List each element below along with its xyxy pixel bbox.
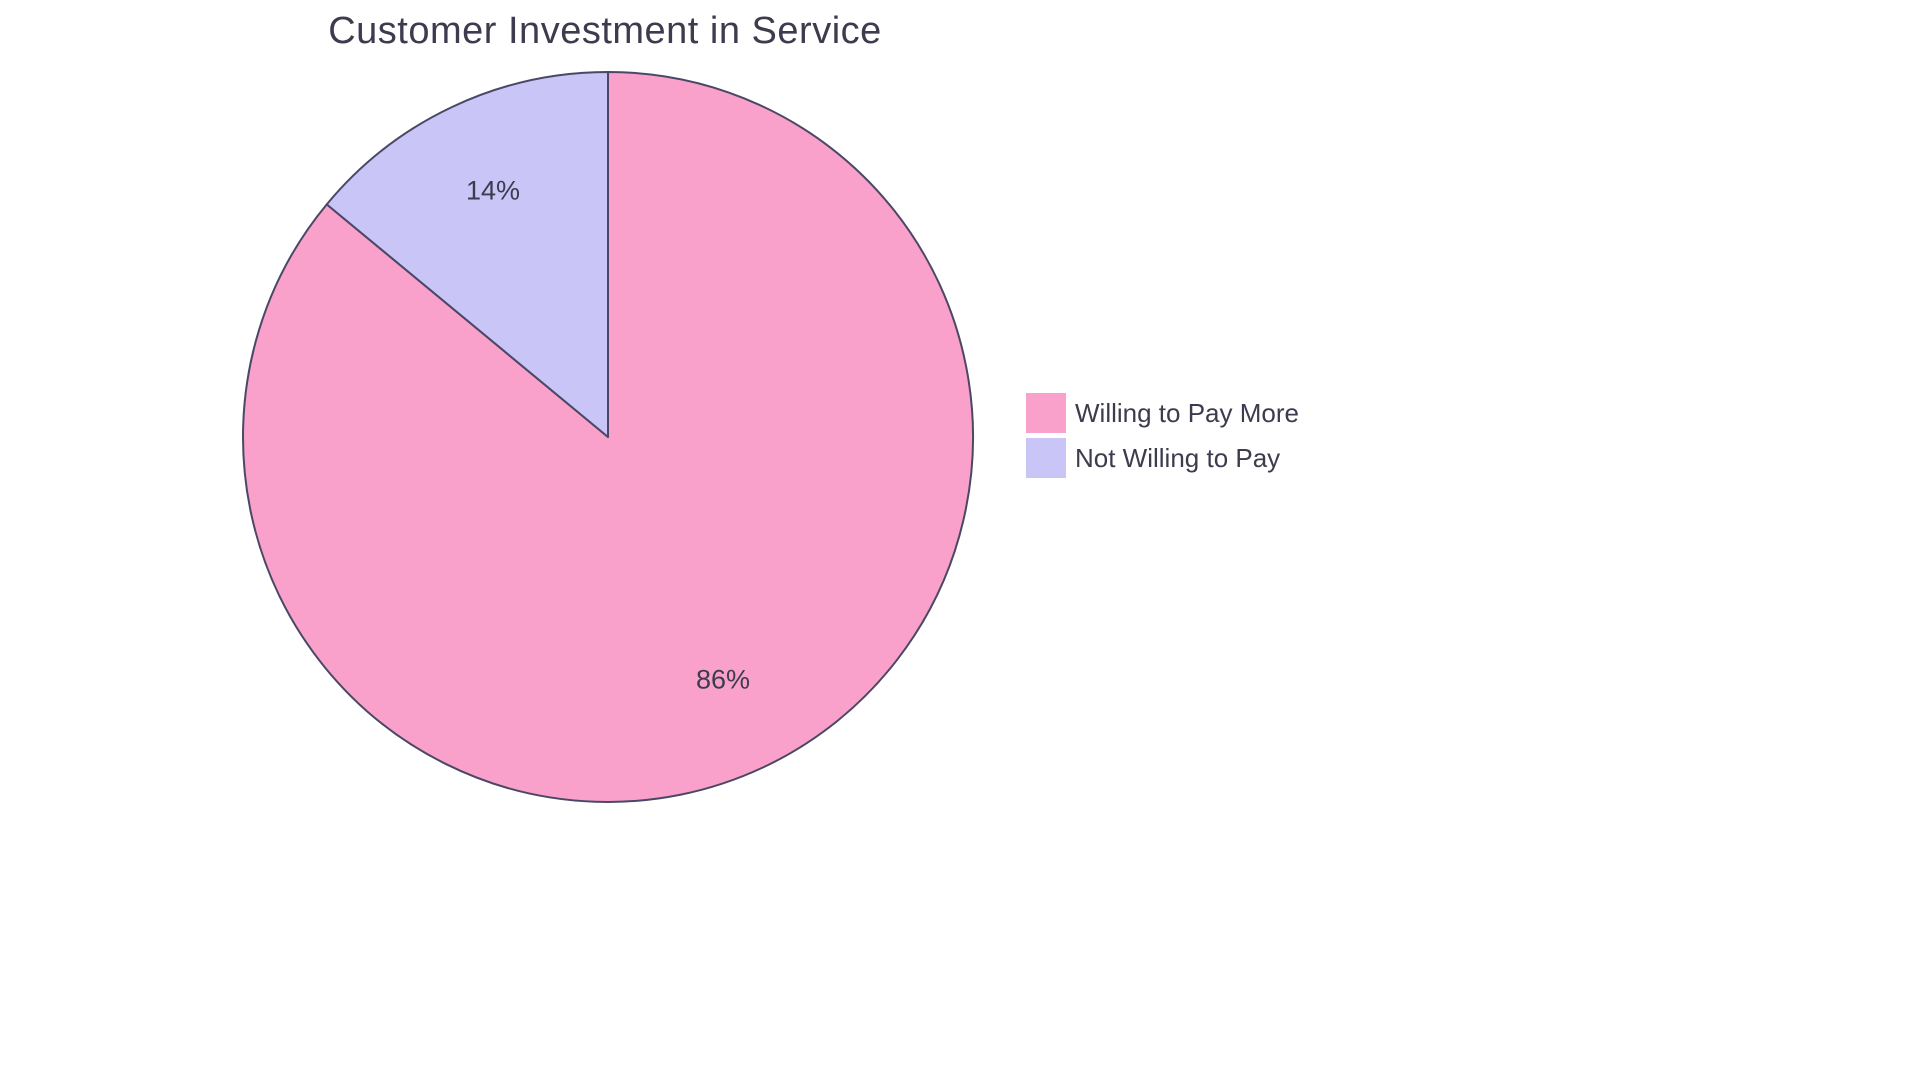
chart-title: Customer Investment in Service bbox=[328, 10, 882, 52]
legend-item: Not Willing to Pay bbox=[1026, 438, 1299, 478]
legend-swatch bbox=[1026, 438, 1066, 478]
pie-slice-1 bbox=[325, 71, 609, 438]
slice-label-0: 86% bbox=[696, 665, 750, 695]
legend-label: Willing to Pay More bbox=[1075, 397, 1299, 428]
slice-label-1: 14% bbox=[466, 176, 520, 206]
legend-swatch bbox=[1026, 393, 1066, 433]
legend: Willing to Pay More Not Willing to Pay bbox=[1026, 393, 1299, 478]
legend-item: Willing to Pay More bbox=[1026, 393, 1299, 433]
legend-label: Not Willing to Pay bbox=[1075, 442, 1281, 473]
